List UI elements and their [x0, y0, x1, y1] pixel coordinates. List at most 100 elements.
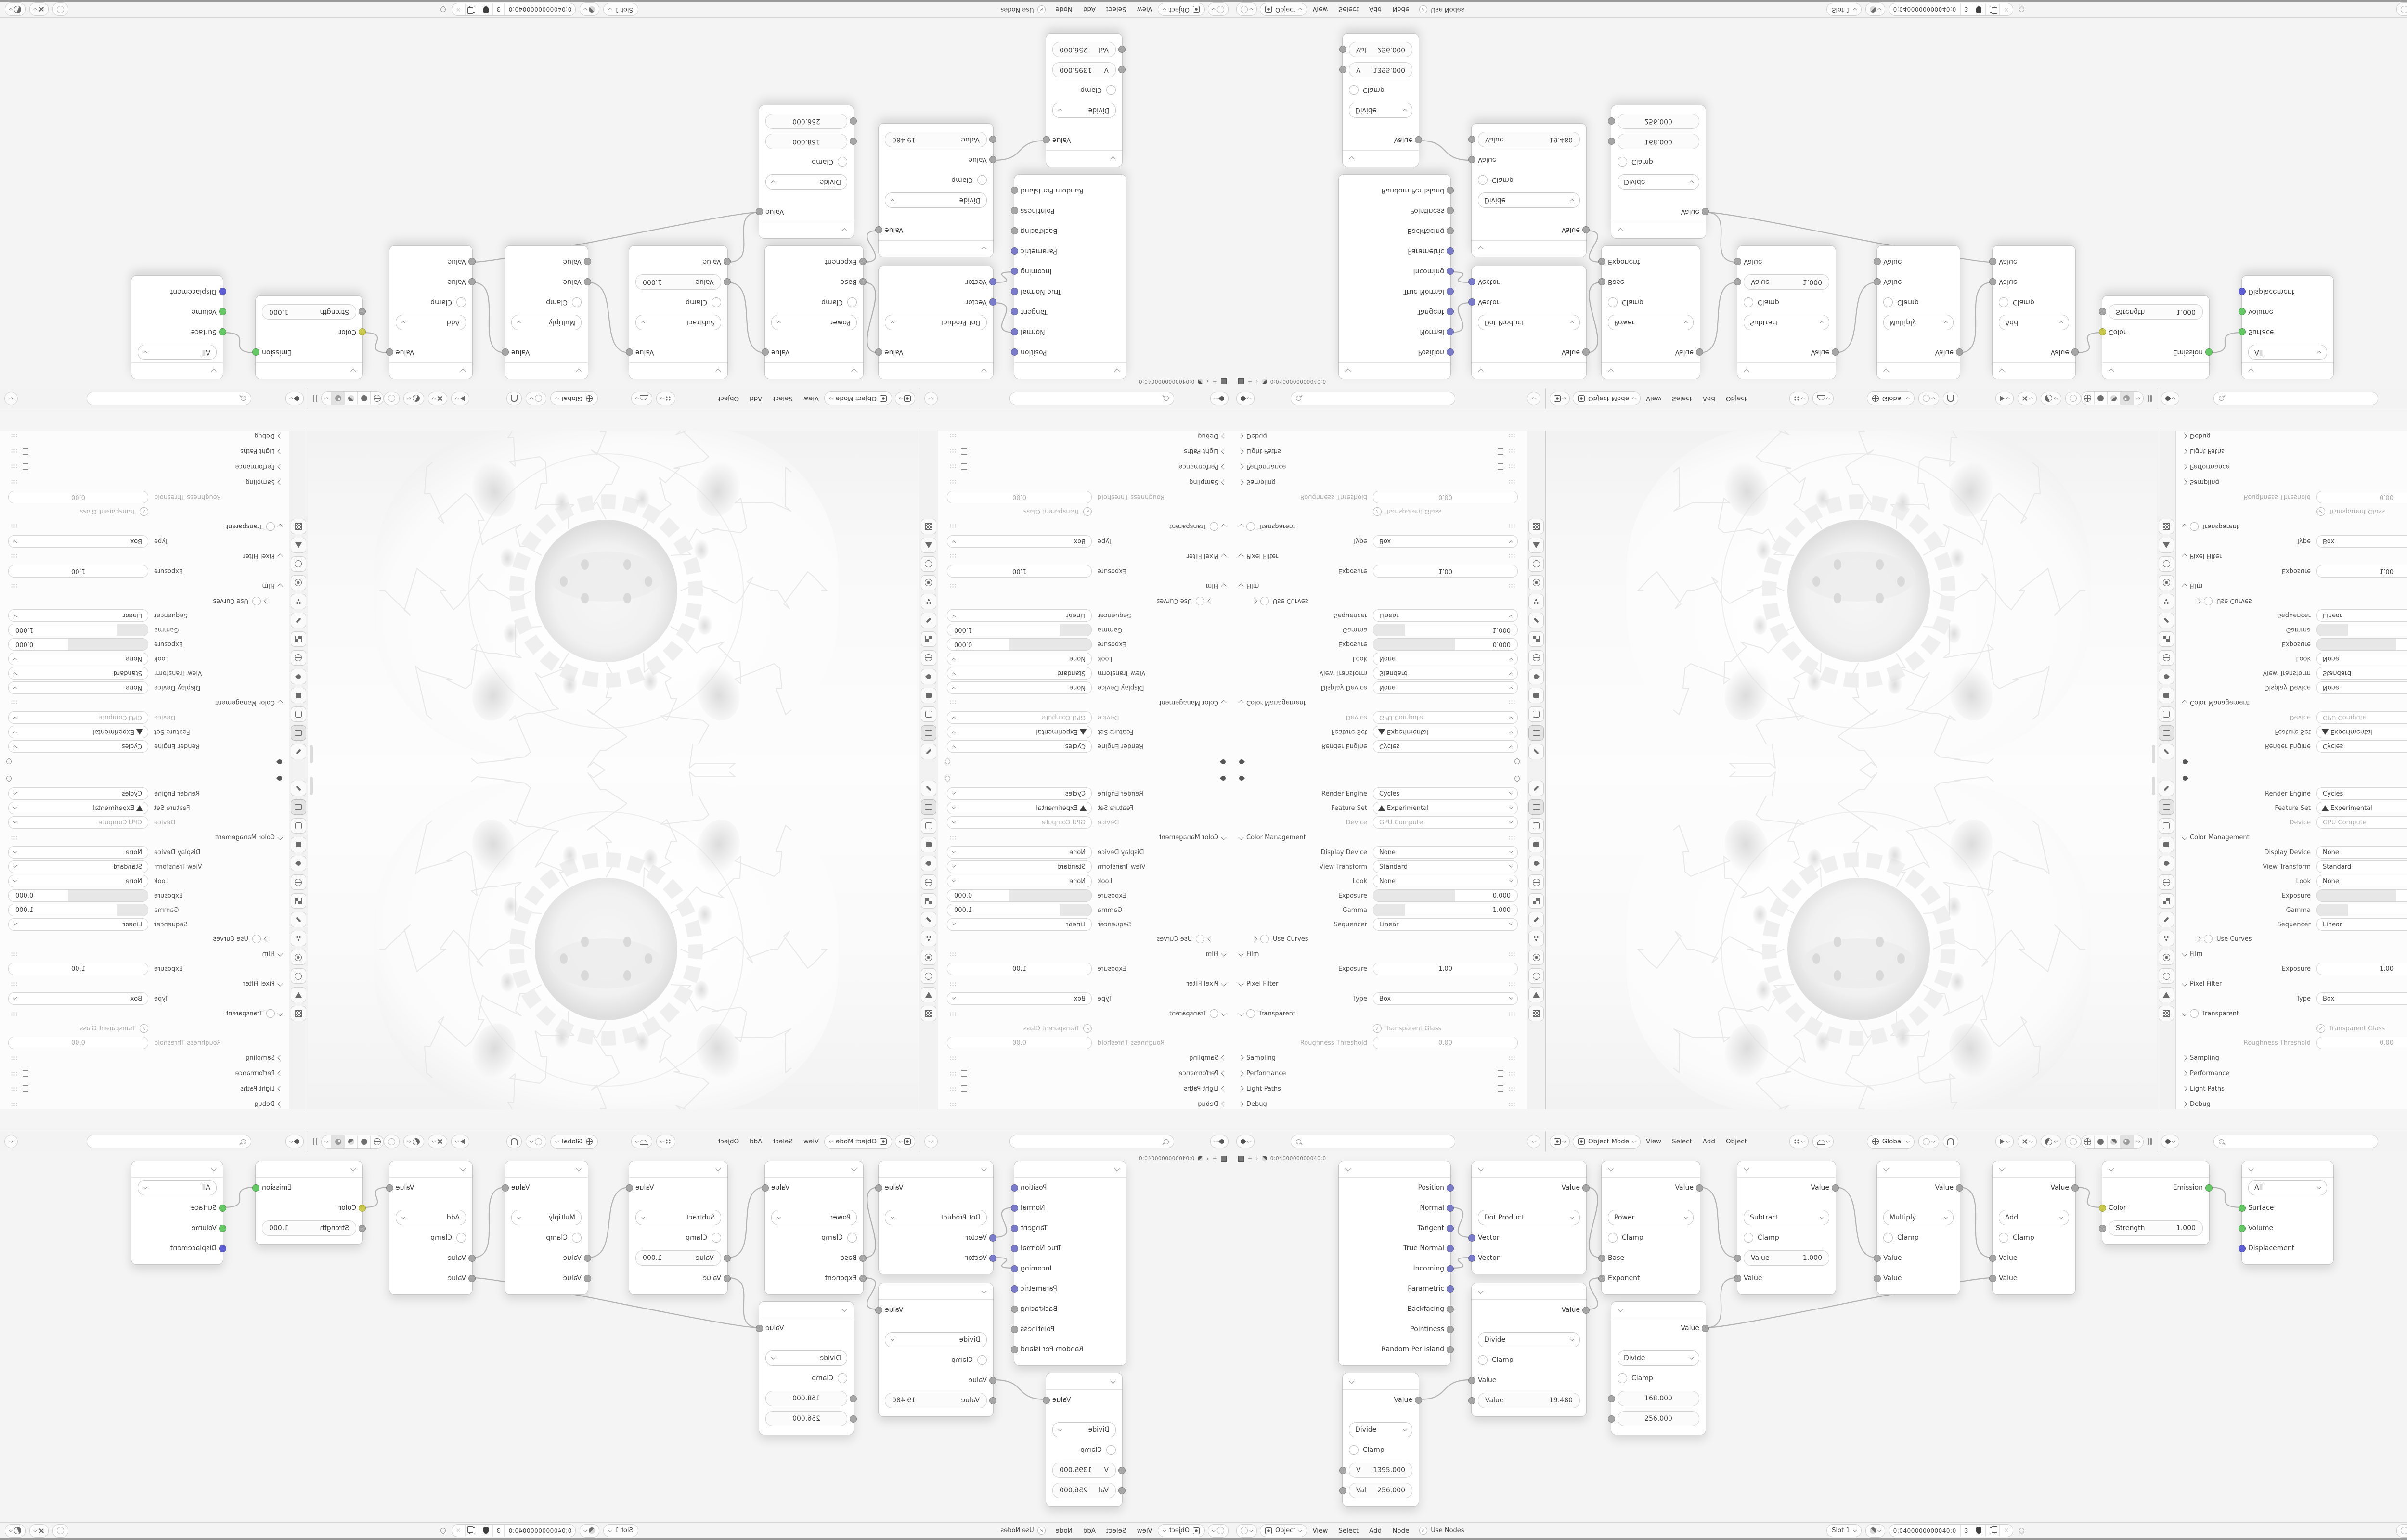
socket-input[interactable] — [584, 1255, 591, 1262]
transform-orientation-select[interactable]: Global — [550, 391, 598, 406]
node-collapse-header[interactable] — [256, 362, 362, 379]
section-transparent[interactable]: Transparent — [1236, 519, 1523, 534]
socket-output[interactable] — [1582, 226, 1590, 233]
checkbox[interactable]: ✓ — [1373, 507, 1382, 516]
shader-node-editor[interactable]: + › 0:0400000000040:0 Position Normal Tangent… — [1232, 1152, 2407, 1522]
socket-output[interactable] — [252, 1184, 259, 1192]
header-collapse-button[interactable] — [4, 392, 18, 405]
properties-tab-tool[interactable] — [1528, 744, 1544, 759]
section-light-paths[interactable]: Light Paths — [2180, 444, 2407, 459]
node-operation-dropdown[interactable]: Divide — [885, 192, 987, 208]
node-collapse-header[interactable] — [1602, 362, 1700, 379]
section-performance[interactable]: Performance — [2180, 1065, 2407, 1081]
properties-tab-texture[interactable] — [291, 1006, 306, 1021]
node-menu-node[interactable]: Node — [1392, 1527, 1410, 1535]
node-operation-dropdown[interactable]: Multiply — [511, 1210, 582, 1225]
node-menu-node[interactable]: Node — [1055, 5, 1073, 13]
property-dropdown[interactable]: None — [2316, 681, 2407, 694]
use-curves-toggle[interactable]: Use Curves — [1236, 932, 1523, 946]
property-field[interactable]: 0.000 — [8, 638, 148, 651]
toggle-checkbox[interactable] — [2204, 935, 2213, 943]
node-menu-view[interactable]: View — [1137, 1527, 1152, 1535]
overlays-button[interactable] — [403, 1135, 425, 1148]
socket-input[interactable] — [584, 278, 591, 285]
snap-node-button[interactable] — [2396, 2, 2407, 16]
properties-tab-texture[interactable] — [1528, 519, 1544, 534]
property-field[interactable]: 1.000 — [1373, 624, 1518, 636]
socket-output[interactable] — [1011, 247, 1018, 255]
shading-solid-button[interactable] — [357, 1135, 371, 1148]
properties-tab-physics[interactable] — [921, 950, 936, 965]
property-field[interactable]: 1.000 — [947, 624, 1092, 636]
snap-node-button[interactable] — [52, 1524, 68, 1538]
socket-input[interactable] — [724, 278, 731, 285]
socket-output[interactable] — [1447, 1205, 1454, 1212]
section-pixel-filter[interactable]: Pixel Filter — [942, 976, 1229, 991]
socket-input[interactable] — [989, 278, 996, 285]
node-dotproduct[interactable]: Value Dot Product Vector Vector — [1468, 266, 1590, 379]
properties-tab-texture[interactable] — [2159, 1006, 2174, 1021]
property-dropdown[interactable]: Cycles — [947, 787, 1092, 800]
socket-output[interactable] — [1415, 1397, 1422, 1404]
socket-input[interactable] — [1598, 278, 1605, 285]
editor-type-button[interactable] — [1208, 2, 1229, 16]
socket-input[interactable] — [2099, 328, 2106, 335]
socket-output[interactable] — [1582, 1184, 1590, 1192]
properties-tab-object-data[interactable] — [1528, 987, 1544, 1002]
pause-button[interactable] — [313, 1138, 318, 1145]
properties-tab-tool[interactable] — [2159, 744, 2174, 759]
shading-solid-button[interactable] — [357, 392, 371, 405]
socket-output[interactable] — [1011, 1245, 1018, 1252]
socket-input[interactable] — [850, 1415, 857, 1423]
viewport-3d[interactable] — [308, 431, 919, 770]
node-operation-dropdown[interactable]: All — [138, 345, 217, 360]
node-geometry[interactable]: Position Normal Tangent True Normal Incoming… — [1011, 1161, 1126, 1366]
node-value-field[interactable]: 168.000 — [765, 1391, 847, 1406]
section-debug[interactable]: Debug — [942, 1096, 1229, 1109]
socket-input[interactable] — [1874, 1255, 1881, 1262]
editor-type-button[interactable] — [895, 392, 915, 405]
property-dropdown[interactable]: GPU Compute — [947, 711, 1092, 724]
clamp-checkbox[interactable] — [1106, 1445, 1116, 1455]
property-field[interactable]: 0.000 — [2316, 889, 2407, 902]
section-checkbox[interactable] — [1246, 522, 1255, 531]
clamp-checkbox[interactable] — [977, 175, 987, 185]
checkbox[interactable]: ✓ — [1083, 507, 1092, 516]
editor-type-button[interactable] — [2161, 392, 2179, 405]
header-collapse-button[interactable] — [1527, 392, 1540, 405]
socket-output[interactable] — [1043, 1397, 1050, 1404]
node-collapse-header[interactable] — [2102, 1161, 2209, 1178]
socket-input[interactable] — [219, 1245, 226, 1252]
properties-tab-render[interactable] — [921, 799, 936, 815]
section-film[interactable]: Film — [3, 578, 285, 594]
properties-tab-particles[interactable] — [2159, 931, 2174, 946]
section-transparent[interactable]: Transparent — [2180, 1006, 2407, 1021]
properties-tab-world[interactable] — [291, 650, 306, 666]
properties-tab-texture[interactable] — [1528, 1006, 1544, 1021]
properties-tab-output[interactable] — [2159, 818, 2174, 834]
section-film[interactable]: Film — [2180, 946, 2407, 962]
socket-input[interactable] — [1874, 1275, 1881, 1282]
node-value-field[interactable]: Val 256.000 — [1349, 1483, 1412, 1498]
property-field[interactable]: 1.000 — [8, 624, 148, 636]
socket-input[interactable] — [859, 258, 867, 265]
property-dropdown[interactable]: Standard — [2316, 667, 2407, 680]
viewport-scrollbar[interactable] — [2152, 777, 2155, 795]
socket-output[interactable] — [502, 348, 509, 356]
socket-output[interactable] — [1011, 187, 1018, 194]
socket-input[interactable] — [1339, 1467, 1346, 1474]
node-value-field[interactable]: V 1395.000 — [1349, 62, 1412, 77]
section-checkbox[interactable] — [1246, 1009, 1255, 1018]
properties-tab-object[interactable] — [291, 631, 306, 647]
node-collapse-header[interactable] — [505, 1161, 588, 1178]
properties-tab-object[interactable] — [2159, 893, 2174, 909]
node-operation-dropdown[interactable]: Subtract — [1744, 315, 1829, 330]
property-field[interactable]: 1.00 — [8, 565, 148, 578]
proportional-editing-button[interactable] — [656, 1135, 676, 1148]
node-collapse-header[interactable] — [2242, 1161, 2333, 1178]
socket-output[interactable] — [1011, 227, 1018, 234]
node-multiply[interactable]: Value Multiply Clamp Value Value — [502, 245, 591, 379]
node-multiply[interactable]: Value Multiply Clamp Value Value — [1874, 245, 1963, 379]
editor-type-button[interactable] — [1550, 392, 1570, 405]
section-pixel-filter[interactable]: Pixel Filter — [1236, 549, 1523, 564]
